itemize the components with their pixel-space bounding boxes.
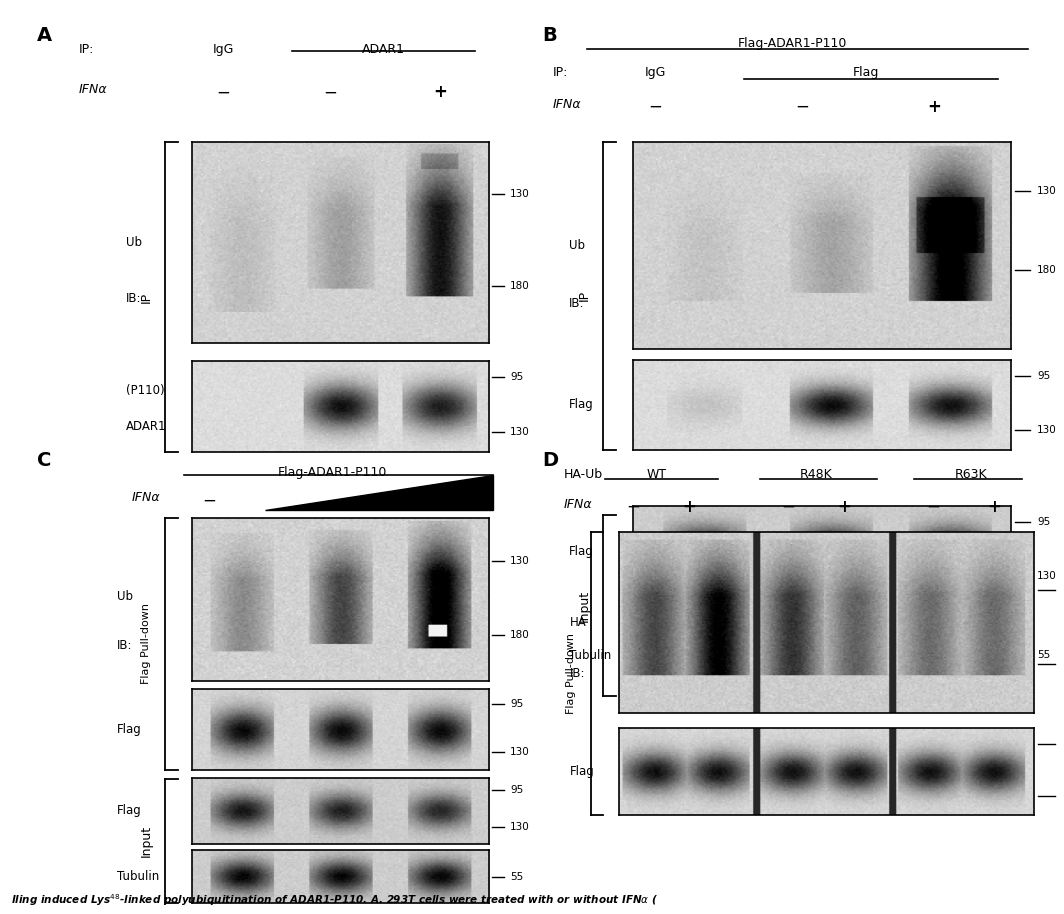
Text: 180: 180 [511, 282, 530, 292]
Text: WT: WT [647, 468, 667, 481]
Text: −: − [216, 83, 231, 101]
Text: Flag: Flag [569, 765, 594, 779]
Text: Flag Pull-down: Flag Pull-down [140, 603, 151, 685]
Text: IFNα: IFNα [553, 98, 582, 111]
Text: IP:: IP: [553, 66, 568, 79]
Text: Flag: Flag [853, 66, 879, 79]
Text: −: − [926, 498, 941, 515]
Text: +: + [433, 83, 448, 101]
Text: Flag-ADAR1-P110: Flag-ADAR1-P110 [278, 466, 387, 479]
Text: B: B [543, 27, 558, 45]
Text: +: + [683, 498, 697, 515]
Text: Ub: Ub [569, 239, 585, 252]
Text: Flag: Flag [117, 723, 142, 736]
Text: 130: 130 [511, 428, 530, 437]
Text: lling induced Lys$^{48}$-linked polyubiquitination of ADAR1-P110. A. 293T cells : lling induced Lys$^{48}$-linked polyubiq… [11, 892, 658, 908]
Text: 130: 130 [511, 556, 530, 566]
Text: +: + [987, 498, 1001, 515]
Text: Flag: Flag [569, 545, 594, 558]
Text: 180: 180 [511, 631, 530, 641]
Text: 95: 95 [1037, 371, 1050, 381]
Text: 95: 95 [511, 373, 523, 382]
Text: 180: 180 [1037, 265, 1057, 275]
Text: 130: 130 [1037, 186, 1057, 197]
Text: Input: Input [578, 590, 591, 622]
Text: IgG: IgG [213, 43, 234, 56]
Text: IB:: IB: [569, 297, 584, 310]
Text: R48K: R48K [800, 468, 832, 481]
Text: ADAR1: ADAR1 [362, 43, 404, 56]
Text: 55: 55 [1037, 651, 1050, 660]
Polygon shape [265, 475, 493, 510]
Text: Flag-ADAR1-P110: Flag-ADAR1-P110 [738, 37, 847, 49]
Text: Flag Pull-down: Flag Pull-down [566, 633, 577, 714]
Text: Ub: Ub [117, 590, 133, 603]
Text: IB:: IB: [126, 292, 142, 305]
Text: +: + [837, 498, 851, 515]
Text: 55: 55 [511, 872, 523, 881]
Text: 95: 95 [511, 784, 523, 794]
Text: R63K: R63K [954, 468, 987, 481]
Text: IFNα: IFNα [79, 83, 107, 96]
Text: −: − [796, 98, 810, 115]
Text: 130: 130 [1037, 425, 1057, 435]
Text: −: − [627, 498, 641, 515]
Text: HA-Ub: HA-Ub [563, 468, 602, 481]
Text: IgG: IgG [645, 66, 666, 79]
Text: −: − [202, 492, 217, 509]
Text: −: − [649, 98, 663, 115]
Text: Flag: Flag [117, 804, 142, 817]
Text: IFNα: IFNα [563, 498, 592, 511]
Text: 130: 130 [511, 189, 530, 199]
Text: 130: 130 [511, 823, 530, 832]
Text: 95: 95 [1037, 517, 1050, 527]
Text: IP:: IP: [79, 43, 94, 56]
Text: 130: 130 [1037, 571, 1057, 581]
Text: Input: Input [139, 824, 152, 857]
Text: HA: HA [569, 616, 586, 629]
Text: (P110): (P110) [126, 384, 165, 397]
Text: IFNα: IFNα [131, 492, 160, 505]
Text: D: D [543, 452, 559, 470]
Text: Tubulin: Tubulin [569, 649, 611, 662]
Text: IB:: IB: [569, 666, 585, 680]
Text: 95: 95 [511, 698, 523, 708]
Text: −: − [322, 83, 337, 101]
Text: C: C [37, 452, 52, 470]
Text: −: − [781, 498, 795, 515]
Text: Flag: Flag [569, 399, 594, 411]
Text: ADAR1: ADAR1 [126, 420, 166, 433]
Text: Tubulin: Tubulin [117, 870, 160, 883]
Text: A: A [37, 27, 52, 45]
Text: 130: 130 [511, 747, 530, 757]
Text: Ub: Ub [126, 236, 142, 249]
Text: +: + [928, 98, 942, 115]
Text: IP: IP [578, 290, 591, 302]
Text: IP: IP [139, 292, 152, 303]
Text: IB:: IB: [117, 639, 133, 652]
